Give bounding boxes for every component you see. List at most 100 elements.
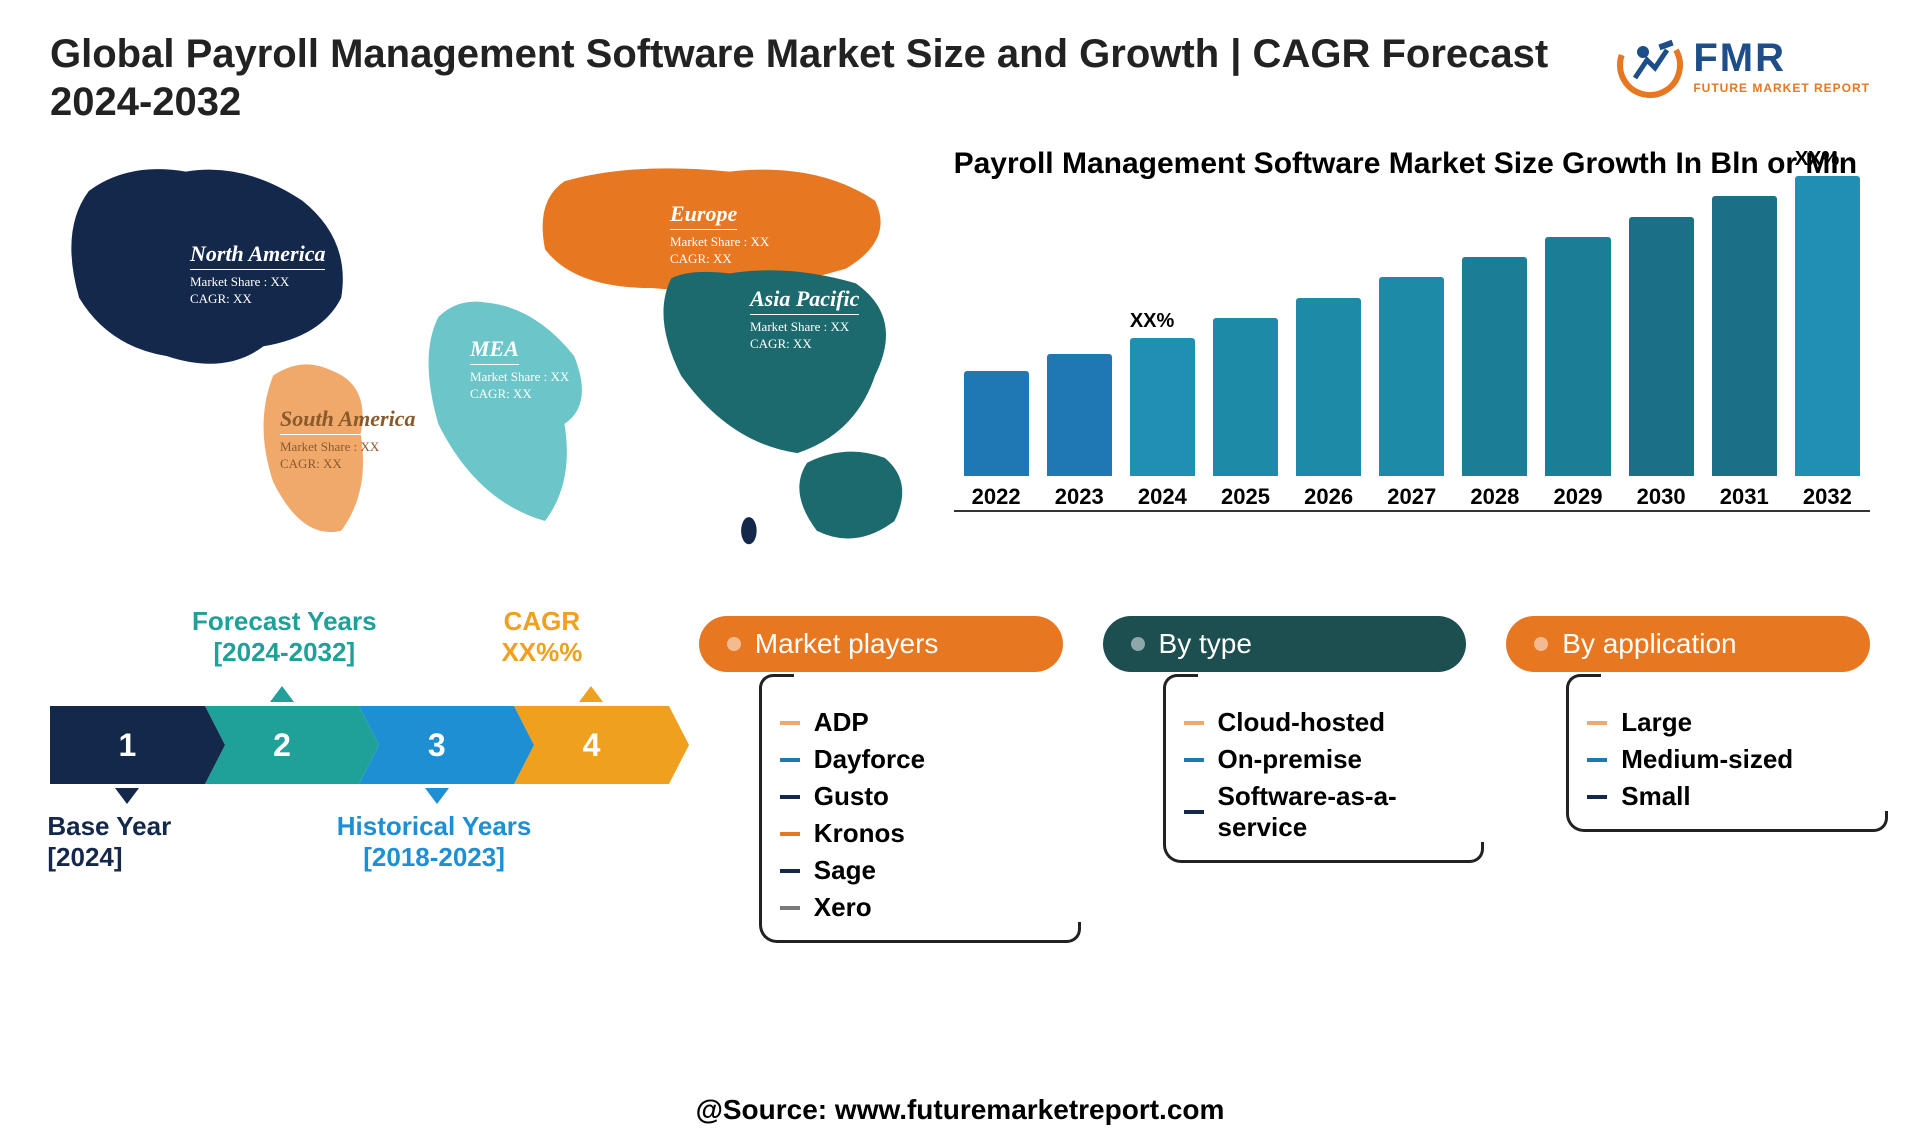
bar-chart: Payroll Management Software Market Size …	[954, 146, 1870, 566]
bullet-icon	[780, 906, 800, 910]
category-item: Small	[1587, 778, 1870, 815]
bullet-icon	[1184, 758, 1204, 762]
category-item: Sage	[780, 852, 1063, 889]
category-item: Gusto	[780, 778, 1063, 815]
timeline-step-4: 4	[514, 706, 669, 784]
arrow-up-icon	[270, 686, 294, 702]
category-item-label: Kronos	[814, 818, 905, 849]
category-item-label: Gusto	[814, 781, 889, 812]
bar-year-label: 2032	[1803, 484, 1852, 510]
region-cagr: CAGR: XX	[280, 456, 416, 473]
category-column: By application Large Medium-sized Small	[1506, 616, 1870, 943]
page-title: Global Payroll Management Software Marke…	[50, 30, 1550, 126]
region-cagr: CAGR: XX	[670, 251, 769, 268]
category-item-label: Sage	[814, 855, 876, 886]
timeline-chevrons: 1234	[50, 706, 669, 784]
bullet-icon	[1184, 721, 1204, 725]
category-item-label: Software-as-a-service	[1218, 781, 1467, 843]
bar-year-label: 2025	[1221, 484, 1270, 510]
category-item-label: Cloud-hosted	[1218, 707, 1386, 738]
dot-icon	[727, 637, 741, 651]
bar-annotation: XX%	[1130, 310, 1174, 333]
source-attribution: @Source: www.futuremarketreport.com	[0, 1094, 1920, 1126]
timeline-step-3: 3	[359, 706, 514, 784]
bar-year-label: 2031	[1720, 484, 1769, 510]
brand-logo: FMR FUTURE MARKET REPORT	[1615, 30, 1870, 100]
bullet-icon	[780, 721, 800, 725]
region-cagr: CAGR: XX	[470, 386, 569, 403]
timeline: Forecast Years [2024-2032] CAGR XX%% 123…	[50, 616, 669, 943]
bar-annotation: XX%	[1795, 148, 1839, 171]
bullet-icon	[780, 758, 800, 762]
timeline-forecast-label: Forecast Years [2024-2032]	[192, 606, 377, 668]
bar-year-label: 2026	[1304, 484, 1353, 510]
logo-brand-text: FMR	[1693, 36, 1870, 81]
region-name: Europe	[670, 201, 737, 230]
category-bracket: Large Medium-sized Small	[1566, 690, 1870, 832]
arrow-down-icon	[425, 788, 449, 804]
region-name: South America	[280, 406, 416, 435]
category-pill: By application	[1506, 616, 1870, 672]
arrow-down-icon	[115, 788, 139, 804]
region-name: Asia Pacific	[750, 286, 859, 315]
bar-2025: 2025	[1213, 318, 1278, 510]
dot-icon	[1131, 637, 1145, 651]
bullet-icon	[1587, 721, 1607, 725]
category-title: Market players	[755, 628, 939, 660]
category-item: Xero	[780, 889, 1063, 926]
bar-chart-bars: 2022 2023 XX% 2024 2025 2026 2027 2028 2…	[954, 192, 1870, 512]
category-item: Cloud-hosted	[1184, 704, 1467, 741]
region-share: Market Share : XX	[750, 319, 859, 336]
bar-year-label: 2027	[1387, 484, 1436, 510]
bar-2032: XX% 2032	[1795, 176, 1860, 510]
arrow-up-icon	[579, 686, 603, 702]
category-column: Market players ADP Dayforce Gusto Kronos…	[699, 616, 1063, 943]
bullet-icon	[1184, 810, 1204, 814]
dot-icon	[1534, 637, 1548, 651]
bar-chart-title: Payroll Management Software Market Size …	[954, 146, 1870, 182]
bullet-icon	[1587, 758, 1607, 762]
bar-2027: 2027	[1379, 277, 1444, 510]
category-item-label: Large	[1621, 707, 1692, 738]
logo-subtitle: FUTURE MARKET REPORT	[1693, 81, 1870, 95]
category-item: Large	[1587, 704, 1870, 741]
category-title: By type	[1159, 628, 1252, 660]
region-name: North America	[190, 241, 325, 270]
category-item-label: Small	[1621, 781, 1690, 812]
region-cagr: CAGR: XX	[750, 336, 859, 353]
category-item-label: On-premise	[1218, 744, 1363, 775]
category-pill: By type	[1103, 616, 1467, 672]
category-pill: Market players	[699, 616, 1063, 672]
bar-2022: 2022	[964, 371, 1029, 510]
category-item: Dayforce	[780, 741, 1063, 778]
fmr-logo-icon	[1615, 30, 1685, 100]
world-map: North America Market Share : XX CAGR: XX…	[50, 146, 924, 566]
region-label-asia_pacific: Asia Pacific Market Share : XX CAGR: XX	[750, 286, 859, 353]
bullet-icon	[780, 795, 800, 799]
region-share: Market Share : XX	[470, 369, 569, 386]
region-share: Market Share : XX	[280, 439, 416, 456]
bar-year-label: 2029	[1554, 484, 1603, 510]
timeline-step-1: 1	[50, 706, 205, 784]
category-column: By type Cloud-hosted On-premise Software…	[1103, 616, 1467, 943]
category-bracket: Cloud-hosted On-premise Software-as-a-se…	[1163, 690, 1467, 863]
bar-2026: 2026	[1296, 298, 1361, 510]
category-item: Kronos	[780, 815, 1063, 852]
category-section: Market players ADP Dayforce Gusto Kronos…	[699, 616, 1870, 943]
bar-2030: 2030	[1629, 217, 1694, 510]
bar-year-label: 2028	[1470, 484, 1519, 510]
region-share: Market Share : XX	[190, 274, 325, 291]
category-item: ADP	[780, 704, 1063, 741]
bar-year-label: 2024	[1138, 484, 1187, 510]
category-item: Software-as-a-service	[1184, 778, 1467, 846]
bar-year-label: 2030	[1637, 484, 1686, 510]
bullet-icon	[780, 869, 800, 873]
region-share: Market Share : XX	[670, 234, 769, 251]
timeline-base-label: Base Year [2024]	[47, 811, 171, 873]
region-name: MEA	[470, 336, 519, 365]
bar-2028: 2028	[1462, 257, 1527, 510]
category-item-label: Medium-sized	[1621, 744, 1793, 775]
timeline-step-2: 2	[205, 706, 360, 784]
bullet-icon	[780, 832, 800, 836]
region-label-south_america: South America Market Share : XX CAGR: XX	[280, 406, 416, 473]
